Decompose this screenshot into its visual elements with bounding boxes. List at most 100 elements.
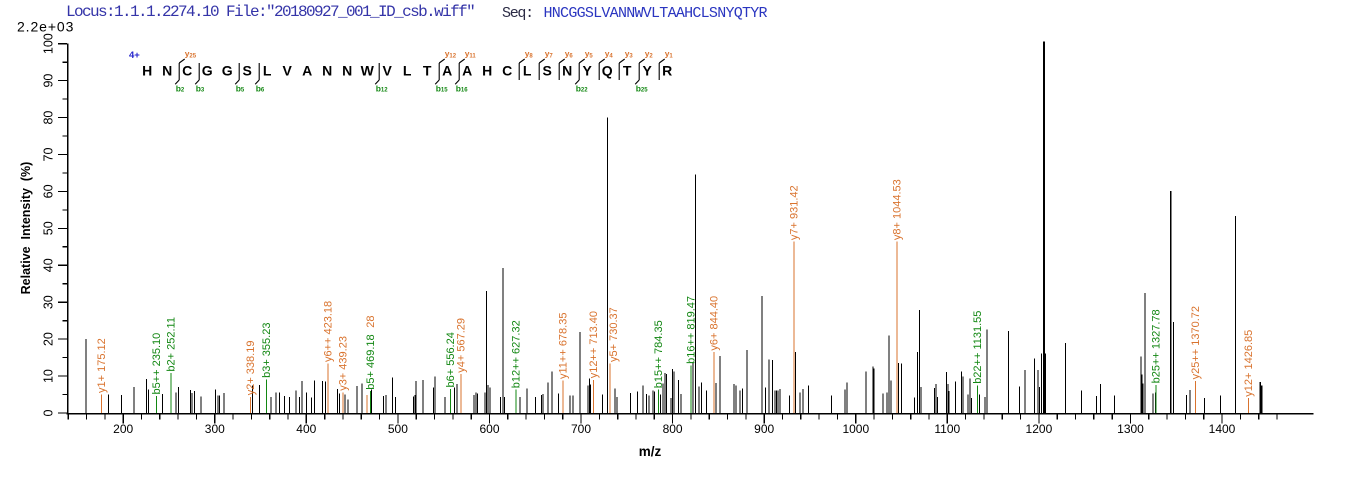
- svg-text:b22: b22: [576, 84, 589, 94]
- svg-text:y25: y25: [185, 49, 197, 60]
- svg-text:b15: b15: [436, 84, 449, 94]
- svg-text:500: 500: [388, 422, 408, 436]
- svg-text:N: N: [322, 63, 332, 79]
- svg-text:y11++ 678.35: y11++ 678.35: [557, 313, 569, 379]
- svg-text:y1: y1: [665, 49, 674, 60]
- svg-text:y3: y3: [625, 49, 634, 60]
- svg-text:y7+ 931.42: y7+ 931.42: [789, 185, 801, 240]
- svg-text:y2: y2: [645, 49, 654, 60]
- svg-text:60: 60: [42, 184, 56, 198]
- svg-text:S: S: [243, 63, 252, 79]
- svg-text:G: G: [222, 63, 233, 79]
- svg-text:b12++ 627.32: b12++ 627.32: [511, 320, 523, 388]
- svg-text:R: R: [662, 63, 672, 79]
- svg-text:G: G: [202, 63, 213, 79]
- svg-text:90: 90: [42, 74, 56, 88]
- svg-text:A: A: [442, 63, 452, 79]
- svg-text:b6: b6: [256, 84, 265, 94]
- svg-text:1200: 1200: [1026, 422, 1053, 436]
- svg-text:70: 70: [42, 148, 56, 162]
- svg-text:b16: b16: [456, 84, 469, 94]
- svg-text:W: W: [361, 63, 375, 79]
- svg-text:b5: b5: [236, 84, 245, 94]
- svg-text:Y: Y: [643, 63, 653, 79]
- svg-text:A: A: [302, 63, 312, 79]
- svg-text:L: L: [523, 63, 532, 79]
- svg-text:b5++ 235.10: b5++ 235.10: [151, 333, 163, 395]
- svg-text:y5+ 730.37: y5+ 730.37: [608, 307, 620, 362]
- svg-text:1000: 1000: [842, 422, 869, 436]
- svg-text:y8+ 1044.53: y8+ 1044.53: [892, 179, 904, 240]
- svg-text:2.2e+03: 2.2e+03: [17, 19, 74, 35]
- svg-text:b3+ 355.23: b3+ 355.23: [261, 323, 273, 378]
- svg-text:4+: 4+: [129, 50, 140, 61]
- svg-text:y2+ 338.19: y2+ 338.19: [245, 341, 257, 396]
- svg-text:y6+ 844.40: y6+ 844.40: [708, 296, 720, 351]
- svg-text:N: N: [342, 63, 352, 79]
- svg-text:1100: 1100: [934, 422, 960, 436]
- svg-text:T: T: [623, 63, 632, 79]
- svg-text:b6+ 556.24: b6+ 556.24: [445, 332, 457, 387]
- svg-text:y12: y12: [445, 49, 457, 60]
- svg-text:b15++ 784.35: b15++ 784.35: [653, 320, 665, 388]
- svg-text:y12+ 1426.85: y12+ 1426.85: [1243, 330, 1255, 397]
- svg-text:y11: y11: [465, 49, 477, 60]
- svg-text:Y: Y: [583, 63, 593, 79]
- svg-text:b25: b25: [636, 84, 649, 94]
- svg-text:b16++ 819.47: b16++ 819.47: [685, 296, 697, 364]
- svg-text:C: C: [182, 63, 192, 79]
- svg-text:Seq:: Seq:: [502, 5, 533, 22]
- svg-text:600: 600: [479, 422, 499, 436]
- svg-text:Locus:1.1.1.2274.10 File:"2018: Locus:1.1.1.2274.10 File:"20180927_001_I…: [66, 3, 474, 21]
- svg-text:y3+ 439.23: y3+ 439.23: [338, 336, 350, 391]
- svg-text:L: L: [403, 63, 412, 79]
- svg-text:b12: b12: [376, 84, 389, 94]
- svg-text:100: 100: [42, 33, 56, 54]
- svg-text:S: S: [543, 63, 552, 79]
- svg-text:y7: y7: [545, 49, 554, 60]
- svg-text:400: 400: [296, 422, 316, 436]
- svg-text:50: 50: [42, 221, 56, 235]
- svg-text:N: N: [562, 63, 572, 79]
- svg-text:HNCGGSLVANNWVLTAAHCLSNYQTYR: HNCGGSLVANNWVLTAAHCLSNYQTYR: [544, 5, 768, 22]
- svg-text:b5+ 469.18: b5+ 469.18: [365, 334, 377, 389]
- svg-text:y4: y4: [605, 49, 614, 60]
- svg-text:10: 10: [42, 369, 56, 383]
- svg-text:T: T: [423, 63, 432, 79]
- svg-text:b3: b3: [196, 84, 205, 94]
- svg-text:b2: b2: [176, 84, 185, 94]
- svg-text:20: 20: [42, 332, 56, 346]
- svg-text:y12++ 713.40: y12++ 713.40: [588, 311, 600, 378]
- svg-text:Q: Q: [602, 63, 613, 79]
- svg-text:y5: y5: [585, 49, 594, 60]
- svg-text:y6: y6: [565, 49, 574, 60]
- svg-text:y6++ 423.18: y6++ 423.18: [323, 301, 335, 362]
- svg-text:b25++ 1327.78: b25++ 1327.78: [1151, 309, 1163, 383]
- svg-text:y4+ 567.29: y4+ 567.29: [455, 318, 467, 373]
- svg-text:300: 300: [205, 422, 225, 436]
- svg-text:b2+ 252.11: b2+ 252.11: [165, 317, 177, 372]
- svg-text:1400: 1400: [1209, 422, 1236, 436]
- svg-text:0: 0: [42, 409, 56, 416]
- svg-text:V: V: [283, 63, 293, 79]
- svg-text:m/z: m/z: [639, 444, 662, 459]
- svg-text:900: 900: [754, 422, 774, 436]
- svg-text:Relative Intensity (%): Relative Intensity (%): [19, 162, 33, 295]
- svg-text:H: H: [482, 63, 492, 79]
- svg-text:30: 30: [42, 295, 56, 309]
- svg-text:800: 800: [663, 422, 683, 436]
- svg-text:C: C: [502, 63, 512, 79]
- svg-text:V: V: [383, 63, 393, 79]
- svg-text:H: H: [142, 63, 152, 79]
- svg-text:200: 200: [113, 422, 133, 436]
- svg-text:80: 80: [42, 111, 56, 125]
- svg-text:1300: 1300: [1117, 422, 1144, 436]
- svg-text:40: 40: [42, 258, 56, 272]
- svg-text:N: N: [162, 63, 172, 79]
- svg-text:y1+ 175.12: y1+ 175.12: [96, 338, 108, 393]
- svg-text:L: L: [263, 63, 272, 79]
- svg-text:b22++ 1131.55: b22++ 1131.55: [972, 311, 984, 384]
- svg-text:A: A: [462, 63, 472, 79]
- svg-text:y25++ 1370.72: y25++ 1370.72: [1190, 306, 1202, 379]
- svg-text:28: 28: [365, 315, 377, 327]
